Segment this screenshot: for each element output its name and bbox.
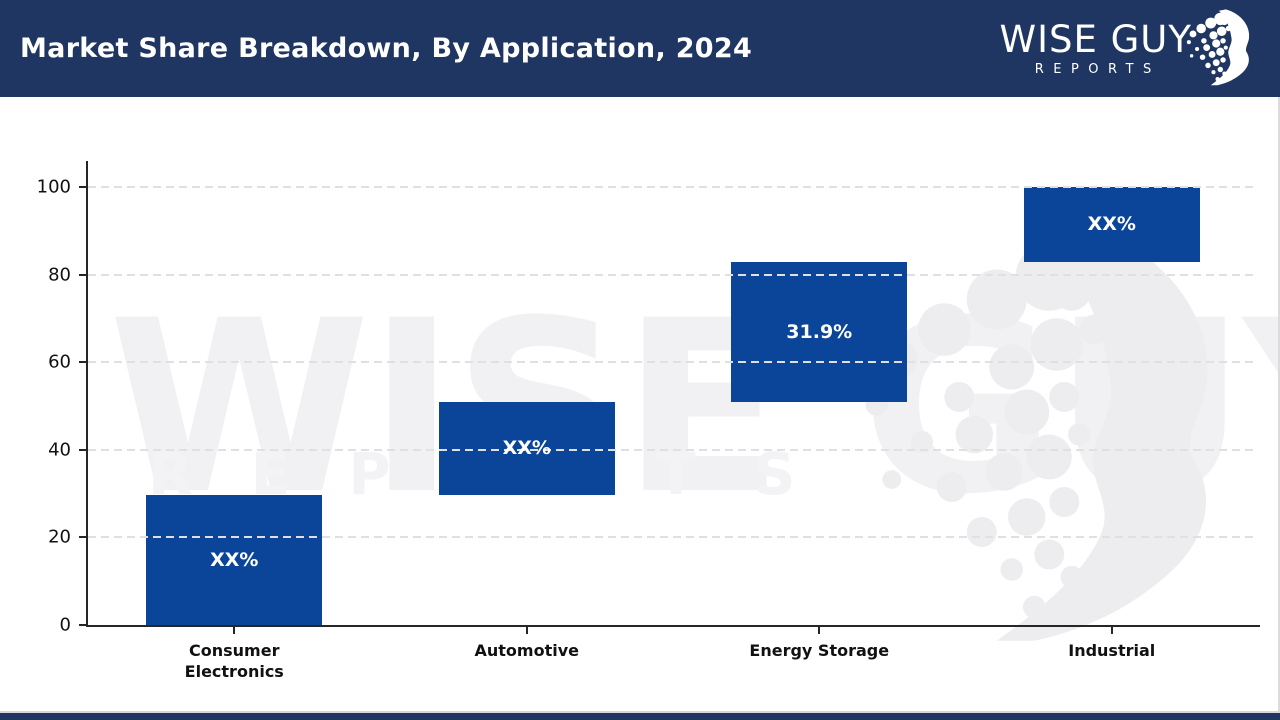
x-tick-label: Energy Storage bbox=[749, 641, 890, 660]
bar-label: XX% bbox=[210, 548, 259, 571]
y-tick-mark bbox=[79, 361, 86, 364]
bar-label: 31.9% bbox=[786, 320, 853, 343]
y-tick-label: 100 bbox=[36, 176, 71, 198]
x-tick-label: Automotive bbox=[474, 641, 580, 660]
y-tick-label: 60 bbox=[48, 351, 71, 373]
x-tick-mark bbox=[233, 627, 236, 634]
bar bbox=[438, 401, 615, 495]
header-bar: Market Share Breakdown, By Application, … bbox=[0, 0, 1280, 97]
y-axis-line bbox=[86, 161, 88, 627]
y-tick-label: 20 bbox=[48, 526, 71, 548]
bar-label: XX% bbox=[1087, 213, 1136, 236]
bar-label: XX% bbox=[502, 437, 551, 460]
plot-area: 0 20 40 60 80 100 XX% Consumer Electronics XX% Au… bbox=[37, 161, 1260, 681]
bar bbox=[731, 261, 908, 402]
footer-bar bbox=[0, 711, 1280, 720]
gridline bbox=[88, 361, 1258, 364]
x-axis-line bbox=[86, 625, 1260, 627]
x-tick-label: Consumer Electronics bbox=[184, 641, 284, 681]
x-tick-mark bbox=[525, 627, 528, 634]
gridline bbox=[88, 536, 1258, 539]
logo-wordmark-line2: REPORTS bbox=[1034, 61, 1161, 77]
bar bbox=[1023, 186, 1200, 262]
y-tick-mark bbox=[79, 185, 86, 188]
y-tick-label: 80 bbox=[48, 264, 71, 286]
chart-area: WISE GUY REPORTS 020406080100XX%Consumer… bbox=[0, 97, 1280, 711]
gridline bbox=[88, 448, 1258, 451]
y-tick-mark bbox=[79, 273, 86, 276]
gridline bbox=[88, 185, 1258, 188]
gridline bbox=[88, 273, 1258, 276]
x-tick-mark bbox=[1110, 627, 1113, 634]
y-tick-label: 0 bbox=[59, 614, 71, 636]
y-tick-mark bbox=[79, 624, 86, 626]
y-tick-mark bbox=[79, 536, 86, 539]
page-title: Market Share Breakdown, By Application, … bbox=[20, 33, 753, 64]
y-tick-mark bbox=[79, 448, 86, 451]
x-tick-label: Industrial bbox=[1068, 641, 1156, 660]
y-tick-label: 40 bbox=[48, 439, 71, 461]
brand-logo: WISE GUY REPORTS bbox=[1000, 8, 1264, 90]
logo-wordmark-line1: WISE GUY bbox=[999, 17, 1192, 61]
x-tick-mark bbox=[818, 627, 821, 634]
wiseguy-face-icon bbox=[1186, 8, 1250, 85]
logo-wordmark: WISE GUY REPORTS bbox=[1000, 21, 1192, 77]
bar bbox=[146, 494, 323, 625]
